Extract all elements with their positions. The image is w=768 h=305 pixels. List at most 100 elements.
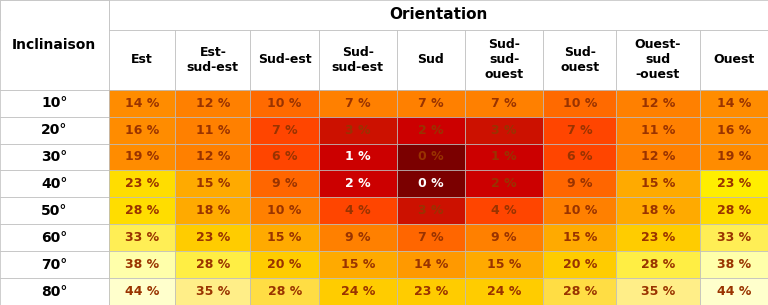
Text: 7 %: 7 % xyxy=(272,124,297,137)
Bar xyxy=(465,90,544,117)
Text: 30°: 30° xyxy=(41,150,68,164)
Text: 14 %: 14 % xyxy=(717,97,751,110)
Bar xyxy=(465,197,544,224)
Bar xyxy=(616,197,700,224)
Bar xyxy=(250,90,319,117)
Bar xyxy=(108,170,175,197)
Text: 28 %: 28 % xyxy=(196,258,230,271)
Text: 9 %: 9 % xyxy=(345,231,370,244)
Bar xyxy=(544,30,616,90)
Text: Sud-
ouest: Sud- ouest xyxy=(560,46,599,74)
Bar xyxy=(175,144,250,170)
Text: Est: Est xyxy=(131,53,153,66)
Text: 0 %: 0 % xyxy=(418,150,444,163)
Text: 19 %: 19 % xyxy=(124,150,159,163)
Text: 10 %: 10 % xyxy=(267,204,302,217)
Bar xyxy=(616,224,700,251)
Text: 23 %: 23 % xyxy=(717,178,751,190)
Bar xyxy=(465,30,544,90)
Text: Orientation: Orientation xyxy=(389,7,488,23)
Bar xyxy=(700,278,768,305)
Text: 12 %: 12 % xyxy=(641,150,675,163)
Bar xyxy=(544,278,616,305)
Text: 12 %: 12 % xyxy=(196,150,230,163)
Bar xyxy=(175,117,250,144)
Bar xyxy=(396,251,465,278)
Text: 44 %: 44 % xyxy=(124,285,159,298)
Text: 15 %: 15 % xyxy=(641,178,675,190)
Bar xyxy=(465,170,544,197)
Bar xyxy=(396,278,465,305)
Text: 18 %: 18 % xyxy=(641,204,675,217)
Bar xyxy=(108,197,175,224)
Text: 33 %: 33 % xyxy=(125,231,159,244)
Bar xyxy=(175,251,250,278)
Bar xyxy=(544,251,616,278)
Text: 20 %: 20 % xyxy=(267,258,302,271)
Text: 0 %: 0 % xyxy=(418,178,444,190)
Bar xyxy=(700,144,768,170)
Bar xyxy=(700,30,768,90)
Bar xyxy=(0,251,108,278)
Text: 23 %: 23 % xyxy=(124,178,159,190)
Text: 10°: 10° xyxy=(41,96,68,110)
Bar xyxy=(108,251,175,278)
Text: 40°: 40° xyxy=(41,177,68,191)
Text: 33 %: 33 % xyxy=(717,231,751,244)
Text: Sud-est: Sud-est xyxy=(258,53,312,66)
Text: Est-
sud-est: Est- sud-est xyxy=(187,46,239,74)
Bar xyxy=(465,251,544,278)
Text: Ouest-
sud
-ouest: Ouest- sud -ouest xyxy=(634,38,681,81)
Bar xyxy=(108,224,175,251)
Text: 15 %: 15 % xyxy=(487,258,521,271)
Text: 4 %: 4 % xyxy=(492,204,517,217)
Bar xyxy=(0,0,108,30)
Bar xyxy=(319,117,396,144)
Bar xyxy=(396,197,465,224)
Text: 11 %: 11 % xyxy=(196,124,230,137)
Text: 12 %: 12 % xyxy=(641,97,675,110)
Text: Sud-
sud-est: Sud- sud-est xyxy=(332,46,384,74)
Bar xyxy=(465,224,544,251)
Text: 70°: 70° xyxy=(41,258,68,272)
Bar xyxy=(616,90,700,117)
Text: 38 %: 38 % xyxy=(717,258,751,271)
Bar xyxy=(108,117,175,144)
Bar xyxy=(616,170,700,197)
Bar xyxy=(319,224,396,251)
Bar xyxy=(465,144,544,170)
Text: 9 %: 9 % xyxy=(272,178,297,190)
Bar xyxy=(616,144,700,170)
Text: 1 %: 1 % xyxy=(492,150,517,163)
Text: 4 %: 4 % xyxy=(345,204,370,217)
Bar xyxy=(616,278,700,305)
Bar xyxy=(0,224,108,251)
Bar xyxy=(544,90,616,117)
Text: 3 %: 3 % xyxy=(492,124,517,137)
Text: 50°: 50° xyxy=(41,204,68,218)
Text: 1 %: 1 % xyxy=(345,150,370,163)
Bar xyxy=(319,144,396,170)
Text: Sud: Sud xyxy=(417,53,444,66)
Text: 38 %: 38 % xyxy=(125,258,159,271)
Bar xyxy=(175,90,250,117)
Text: Sud-
sud-
ouest: Sud- sud- ouest xyxy=(485,38,524,81)
Text: 23 %: 23 % xyxy=(414,285,448,298)
Text: 2 %: 2 % xyxy=(418,124,444,137)
Bar xyxy=(616,117,700,144)
Bar xyxy=(0,144,108,170)
Text: 14 %: 14 % xyxy=(124,97,159,110)
Bar xyxy=(396,224,465,251)
Bar xyxy=(396,30,465,90)
Bar xyxy=(700,251,768,278)
Bar xyxy=(0,0,108,90)
Bar xyxy=(465,278,544,305)
Bar xyxy=(250,144,319,170)
Text: 23 %: 23 % xyxy=(641,231,675,244)
Bar xyxy=(250,170,319,197)
Bar xyxy=(616,251,700,278)
Bar xyxy=(544,224,616,251)
Text: 28 %: 28 % xyxy=(641,258,675,271)
Bar xyxy=(396,90,465,117)
Bar xyxy=(108,0,768,30)
